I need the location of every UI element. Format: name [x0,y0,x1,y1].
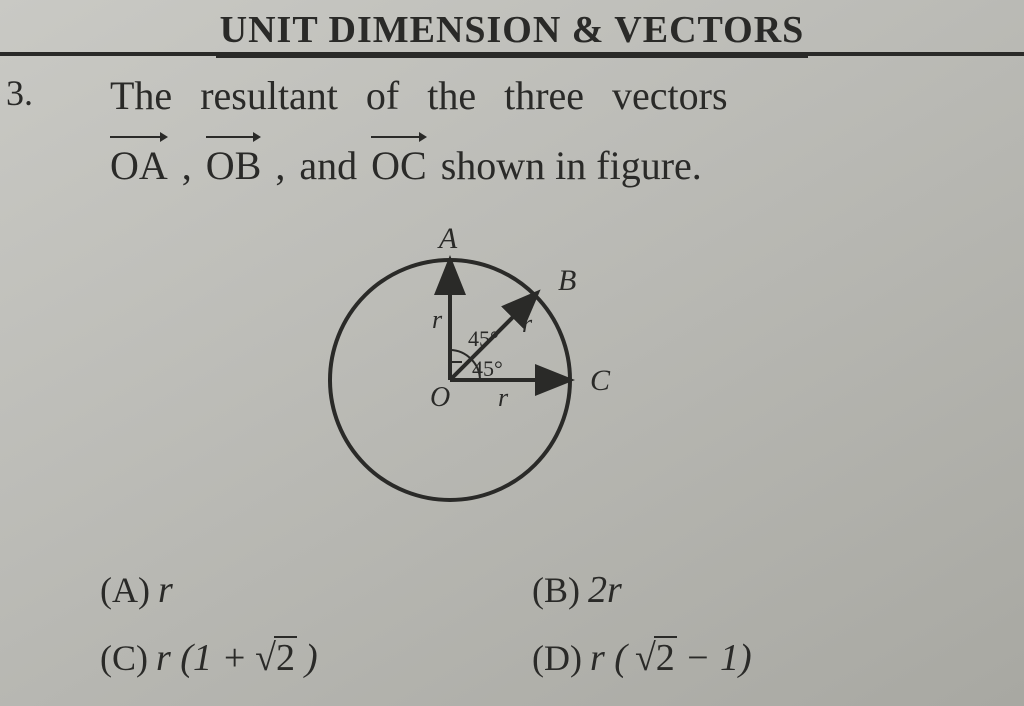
vector-oa: OA [110,132,168,189]
question-stem-line2: OA , OB , and OC shown in figure. [110,132,994,189]
option-a-text: r [158,568,173,612]
question-stem-line1: The resultant of the three vectors [110,72,994,119]
label-r-oa: r [432,305,443,334]
label-angle-upper: 45° [468,326,499,351]
stem-tail: shown in figure. [441,142,702,189]
label-angle-lower: 45° [472,356,503,381]
vector-oc: OC [371,132,427,189]
question-number: 3. [6,72,33,114]
option-c-suffix: ) [305,636,318,680]
label-o: O [430,382,450,413]
option-c-radicand: 2 [274,636,297,680]
and-word: and [299,142,357,189]
option-c-prefix: r (1 + [156,636,247,680]
label-a: A [437,222,458,255]
vector-oc-label: OC [371,143,427,188]
option-d-suffix: − 1) [685,636,752,680]
angle-arc-upper [450,350,471,359]
title-wrap: UNIT DIMENSION & VECTORS [0,8,1024,58]
option-d: (D) r ( √ 2 − 1) [532,636,964,680]
vector-ob-label: OB [206,143,262,188]
option-d-label: (D) [532,637,582,679]
vector-oa-label: OA [110,143,168,188]
sqrt-icon: √ 2 [635,636,677,680]
page-title: UNIT DIMENSION & VECTORS [216,8,809,58]
sep-comma: , [275,142,285,189]
radical-symbol: √ [255,639,276,677]
sep-comma: , [182,142,192,189]
sqrt-icon: √ 2 [255,636,297,680]
option-d-radicand: 2 [654,636,677,680]
vector-ob: OB [206,132,262,189]
option-b-text: 2r [588,568,622,612]
label-r-ob: r [522,309,533,338]
option-a: (A) r [100,568,532,612]
vector-figure: A B C O r r r 45° 45° [290,200,610,520]
arrow-icon [206,132,262,142]
option-b: (B) 2r [532,568,964,612]
option-d-prefix: r ( [590,636,627,680]
arrow-icon [371,132,427,142]
option-c: (C) r (1 + √ 2 ) [100,636,532,680]
option-b-label: (B) [532,569,580,611]
label-r-oc: r [498,383,509,412]
option-c-label: (C) [100,637,148,679]
page: { "header": { "title": "UNIT DIMENSION &… [0,0,1024,706]
figure-svg: A B C O r r r 45° 45° [290,200,650,540]
option-a-label: (A) [100,569,150,611]
radical-symbol: √ [635,639,656,677]
label-c: C [590,364,611,397]
options-grid: (A) r (B) 2r (C) r (1 + √ 2 ) (D) r ( √ … [100,568,964,680]
arrow-icon [110,132,168,142]
label-b: B [558,264,576,297]
